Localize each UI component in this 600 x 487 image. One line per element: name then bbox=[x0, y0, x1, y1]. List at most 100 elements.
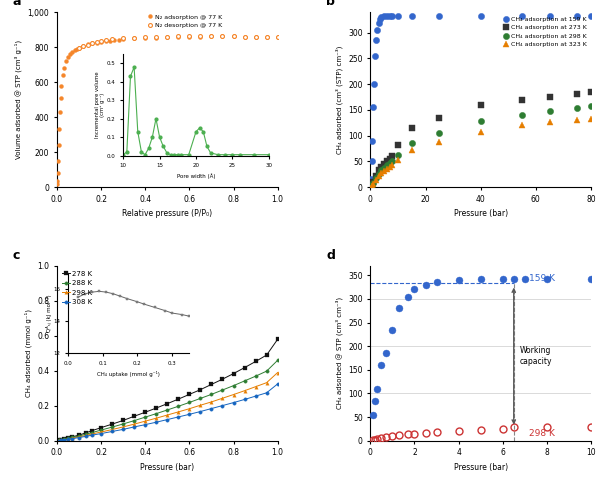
298 K bbox=[142, 418, 149, 424]
298 K bbox=[56, 437, 63, 443]
Line: 288 K: 288 K bbox=[58, 358, 280, 442]
CH₄ adsorption at 159 K bbox=[587, 13, 595, 19]
N₂ desorption @ 77 K bbox=[80, 43, 87, 49]
278 K bbox=[152, 405, 160, 411]
CH₄ adsorption at 159 K bbox=[477, 13, 484, 19]
N₂ adsorption @ 77 K bbox=[119, 37, 127, 42]
CH₄ adsorption at 298 K bbox=[383, 162, 391, 168]
CH₄ adsorption at 323 K bbox=[389, 162, 396, 168]
CH₄ adsorption at 273 K bbox=[394, 142, 401, 148]
308 K bbox=[164, 417, 171, 423]
N₂ desorption @ 77 K bbox=[93, 39, 100, 45]
278 K bbox=[56, 437, 63, 443]
CH₄ adsorption at 159 K bbox=[368, 138, 376, 144]
298 K bbox=[263, 380, 270, 386]
298 K bbox=[274, 370, 281, 375]
N₂ adsorption @ 77 K bbox=[98, 39, 105, 45]
CH₄ adsorption at 298 K bbox=[372, 175, 379, 181]
Legend: CH₄ adsorption at 159 K, CH₄ adsorption at 273 K, CH₄ adsorption at 298 K, CH₄ a: CH₄ adsorption at 159 K, CH₄ adsorption … bbox=[503, 15, 588, 49]
N₂ adsorption @ 77 K bbox=[84, 41, 91, 47]
CH₄ adsorption at 273 K bbox=[368, 182, 376, 187]
298 K bbox=[58, 437, 65, 443]
CH₄ adsorption at 298 K bbox=[477, 118, 484, 124]
308 K bbox=[109, 429, 116, 434]
288 K bbox=[263, 368, 270, 374]
N₂ desorption @ 77 K bbox=[119, 36, 127, 41]
308 K bbox=[64, 436, 71, 442]
N₂ desorption @ 77 K bbox=[76, 45, 83, 51]
308 K bbox=[142, 422, 149, 428]
N₂ desorption @ 77 K bbox=[152, 34, 160, 40]
CH₄ adsorption at 159 K bbox=[372, 37, 379, 43]
288 K bbox=[241, 378, 248, 384]
CH₄ adsorption at 273 K bbox=[436, 115, 443, 121]
CH₄ adsorption at 273 K bbox=[574, 92, 581, 97]
CH₄ adsorption at 323 K bbox=[394, 157, 401, 163]
308 K bbox=[131, 424, 138, 430]
298 K bbox=[186, 406, 193, 412]
CH₄ adsorption at 323 K bbox=[408, 147, 415, 153]
CH₄ adsorption at 323 K bbox=[477, 129, 484, 134]
288 K bbox=[109, 424, 116, 430]
N₂ adsorption @ 77 K bbox=[54, 170, 61, 176]
Y-axis label: Volume adsorbed @ STP (cm³ g⁻¹): Volume adsorbed @ STP (cm³ g⁻¹) bbox=[14, 40, 22, 159]
CH₄ adsorption at 323 K bbox=[380, 168, 388, 174]
N₂ adsorption @ 77 K bbox=[102, 38, 109, 44]
308 K bbox=[60, 437, 67, 443]
N₂ desorption @ 77 K bbox=[98, 38, 105, 44]
298 K bbox=[197, 402, 204, 408]
308 K bbox=[241, 396, 248, 402]
N₂ adsorption @ 77 K bbox=[64, 54, 71, 60]
CH₄ adsorption at 323 K bbox=[436, 139, 443, 145]
N₂ adsorption @ 77 K bbox=[55, 142, 62, 148]
288 K bbox=[60, 436, 67, 442]
CH₄ adsorption at 298 K bbox=[368, 182, 376, 188]
288 K bbox=[152, 411, 160, 416]
N₂ desorption @ 77 K bbox=[197, 34, 204, 39]
288 K bbox=[58, 437, 65, 443]
CH₄ adsorption at 273 K bbox=[477, 102, 484, 108]
308 K bbox=[263, 390, 270, 396]
CH₄ adsorption at 159 K bbox=[371, 53, 379, 59]
308 K bbox=[274, 381, 281, 387]
288 K bbox=[208, 392, 215, 397]
298 K bbox=[219, 395, 226, 401]
CH₄ adsorption at 273 K bbox=[518, 97, 526, 103]
N₂ desorption @ 77 K bbox=[131, 35, 138, 40]
X-axis label: Pressure (bar): Pressure (bar) bbox=[454, 463, 508, 472]
298 K bbox=[98, 429, 105, 435]
308 K bbox=[119, 427, 127, 432]
N₂ desorption @ 77 K bbox=[175, 34, 182, 39]
308 K bbox=[197, 409, 204, 414]
298 K bbox=[119, 424, 127, 430]
298 K bbox=[175, 409, 182, 415]
CH₄ adsorption at 323 K bbox=[383, 166, 391, 171]
CH₄ adsorption at 323 K bbox=[372, 177, 379, 183]
Text: 298 K: 298 K bbox=[529, 429, 555, 438]
CH₄ adsorption at 273 K bbox=[375, 167, 382, 173]
298 K bbox=[64, 436, 71, 442]
CH₄ adsorption at 298 K bbox=[375, 171, 382, 177]
N₂ adsorption @ 77 K bbox=[58, 83, 65, 89]
CH₄ adsorption at 159 K bbox=[380, 13, 388, 19]
N₂ desorption @ 77 K bbox=[230, 34, 237, 39]
278 K bbox=[131, 413, 138, 419]
N₂ adsorption @ 77 K bbox=[76, 45, 83, 51]
Line: CH₄ adsorption at 298 K: CH₄ adsorption at 298 K bbox=[368, 103, 594, 188]
288 K bbox=[76, 433, 83, 439]
Line: N₂ desorption @ 77 K: N₂ desorption @ 77 K bbox=[77, 35, 280, 50]
N₂ desorption @ 77 K bbox=[219, 34, 226, 39]
CH₄ adsorption at 159 K bbox=[574, 13, 581, 19]
CH₄ adsorption at 323 K bbox=[375, 173, 382, 179]
N₂ desorption @ 77 K bbox=[263, 34, 270, 40]
308 K bbox=[152, 419, 160, 425]
N₂ adsorption @ 77 K bbox=[59, 72, 66, 78]
CH₄ adsorption at 273 K bbox=[587, 89, 595, 95]
298 K bbox=[230, 392, 237, 397]
288 K bbox=[219, 387, 226, 393]
N₂ adsorption @ 77 K bbox=[89, 40, 96, 46]
278 K bbox=[252, 358, 259, 364]
278 K bbox=[274, 337, 281, 342]
278 K bbox=[142, 409, 149, 415]
CH₄ adsorption at 273 K bbox=[383, 158, 391, 164]
